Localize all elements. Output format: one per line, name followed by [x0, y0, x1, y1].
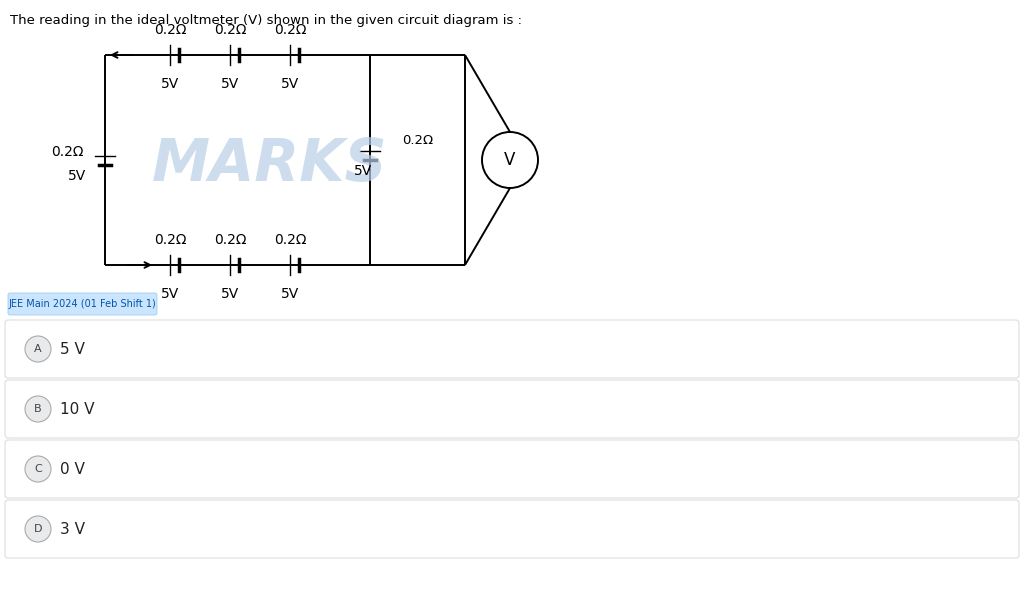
- Text: 5V: 5V: [221, 287, 240, 301]
- Text: 5V: 5V: [161, 287, 179, 301]
- Text: 5V: 5V: [281, 287, 299, 301]
- FancyBboxPatch shape: [5, 500, 1019, 558]
- Circle shape: [25, 396, 51, 422]
- Text: C: C: [34, 464, 42, 474]
- Text: 5V: 5V: [221, 77, 240, 91]
- Text: 5V: 5V: [161, 77, 179, 91]
- Text: 0.2Ω: 0.2Ω: [273, 233, 306, 247]
- Text: 0.2Ω: 0.2Ω: [402, 134, 433, 147]
- Text: 0.2Ω: 0.2Ω: [273, 23, 306, 37]
- Text: JEE Main 2024 (01 Feb Shift 1): JEE Main 2024 (01 Feb Shift 1): [8, 299, 157, 309]
- Text: 3 V: 3 V: [60, 522, 85, 536]
- Text: V: V: [504, 151, 516, 169]
- Text: B: B: [34, 404, 42, 414]
- Text: 0.2Ω: 0.2Ω: [154, 233, 186, 247]
- Text: A: A: [34, 344, 42, 354]
- Text: 10 V: 10 V: [60, 401, 94, 417]
- Text: 0 V: 0 V: [60, 462, 85, 477]
- Circle shape: [482, 132, 538, 188]
- FancyBboxPatch shape: [5, 440, 1019, 498]
- Text: 0.2Ω: 0.2Ω: [214, 23, 246, 37]
- Circle shape: [25, 456, 51, 482]
- Text: 0.2Ω: 0.2Ω: [214, 233, 246, 247]
- Text: The reading in the ideal voltmeter (V) shown in the given circuit diagram is :: The reading in the ideal voltmeter (V) s…: [10, 14, 522, 27]
- Text: MARKS: MARKS: [153, 137, 388, 194]
- FancyBboxPatch shape: [5, 380, 1019, 438]
- Circle shape: [25, 336, 51, 362]
- FancyBboxPatch shape: [8, 293, 157, 315]
- Circle shape: [25, 516, 51, 542]
- Text: 0.2Ω: 0.2Ω: [154, 23, 186, 37]
- Text: 5 V: 5 V: [60, 342, 85, 356]
- Text: D: D: [34, 524, 42, 534]
- Text: 5V: 5V: [354, 164, 373, 178]
- Text: 5V: 5V: [68, 169, 86, 183]
- FancyBboxPatch shape: [5, 320, 1019, 378]
- Text: 0.2Ω: 0.2Ω: [51, 145, 83, 159]
- Text: 5V: 5V: [281, 77, 299, 91]
